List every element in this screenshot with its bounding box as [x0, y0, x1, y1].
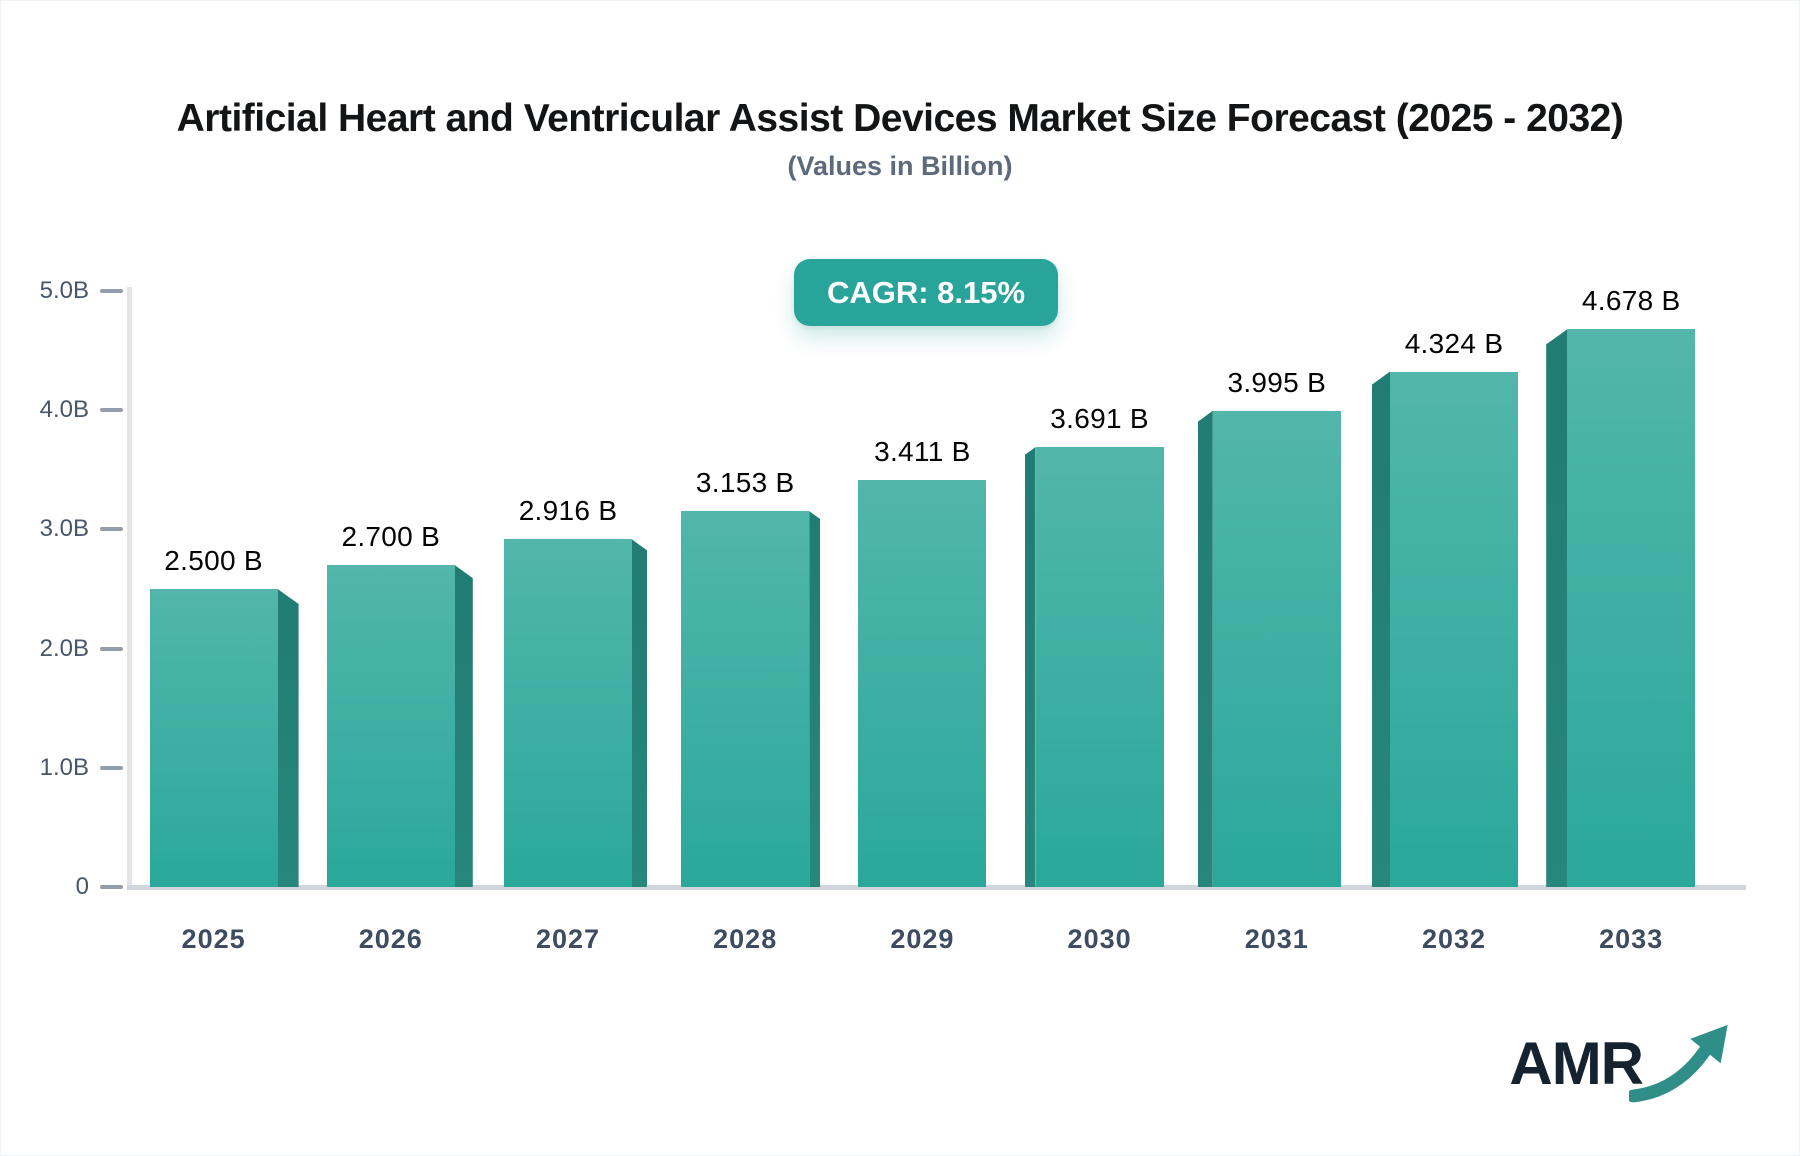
bar-value-label: 3.995 B [1227, 366, 1327, 398]
cagr-badge: CAGR: 8.15% [794, 259, 1058, 326]
bar-3d-side [809, 511, 821, 887]
bar-value-label: 2.500 B [164, 545, 263, 576]
bar [504, 539, 632, 887]
y-axis-line [127, 287, 132, 889]
y-tick-mark [100, 885, 123, 889]
x-axis-label: 2026 [358, 924, 423, 954]
bar [326, 565, 455, 887]
y-tick-label: 5.0B [39, 277, 89, 304]
bar-3d-side [454, 565, 473, 887]
bar-value-label: 2.700 B [341, 521, 441, 553]
y-tick-label: 0 [75, 873, 89, 900]
bar-3d-side [632, 539, 647, 887]
bar-3d-side [1197, 410, 1213, 887]
y-tick-label: 3.0B [39, 515, 89, 543]
y-tick-mark [100, 646, 123, 651]
bar-3d-side [1372, 371, 1390, 887]
bar-value-label: 3.691 B [1050, 403, 1149, 435]
x-axis-label: 2027 [535, 924, 601, 954]
bar [681, 511, 810, 887]
amr-logo-text: AMR [1509, 1029, 1644, 1097]
x-axis-label: 2028 [713, 924, 778, 954]
amr-logo: AMR [1509, 1019, 1747, 1107]
x-axis-label: 2033 [1599, 924, 1664, 954]
bar-value-label: 3.153 B [695, 467, 795, 499]
bar-value-label: 3.411 B [874, 436, 971, 468]
y-tick-mark [100, 527, 123, 532]
y-tick-label: 2.0B [39, 634, 89, 662]
bar-value-label: 2.916 B [518, 495, 618, 527]
chart-title: Artificial Heart and Ventricular Assist … [176, 97, 1624, 140]
bar [149, 589, 278, 887]
x-axis-label: 2032 [1421, 924, 1487, 954]
x-axis-label: 2031 [1244, 924, 1309, 954]
chart-subtitle: (Values in Billion) [787, 151, 1013, 181]
bar-3d-side [277, 589, 299, 887]
y-tick-mark [100, 408, 123, 413]
bar-3d-side [1546, 329, 1568, 887]
bar [1212, 410, 1341, 887]
x-axis-label: 2025 [181, 924, 246, 954]
y-tick-mark [100, 765, 123, 770]
growth-arrow-icon [1629, 1024, 1728, 1103]
bar [1390, 371, 1518, 887]
bar [1035, 447, 1164, 887]
x-axis-label: 2029 [890, 924, 955, 954]
bar-value-label: 4.324 B [1404, 327, 1504, 359]
y-tick-mark [100, 289, 123, 293]
bar-3d-side [1024, 447, 1036, 887]
y-tick-label: 1.0B [39, 753, 89, 781]
bar [858, 480, 987, 887]
bar-value-label: 4.678 B [1581, 285, 1681, 317]
x-axis-baseline [127, 885, 1746, 890]
y-tick-label: 4.0B [39, 396, 89, 424]
x-axis-label: 2030 [1067, 924, 1132, 954]
bar [1567, 329, 1696, 887]
